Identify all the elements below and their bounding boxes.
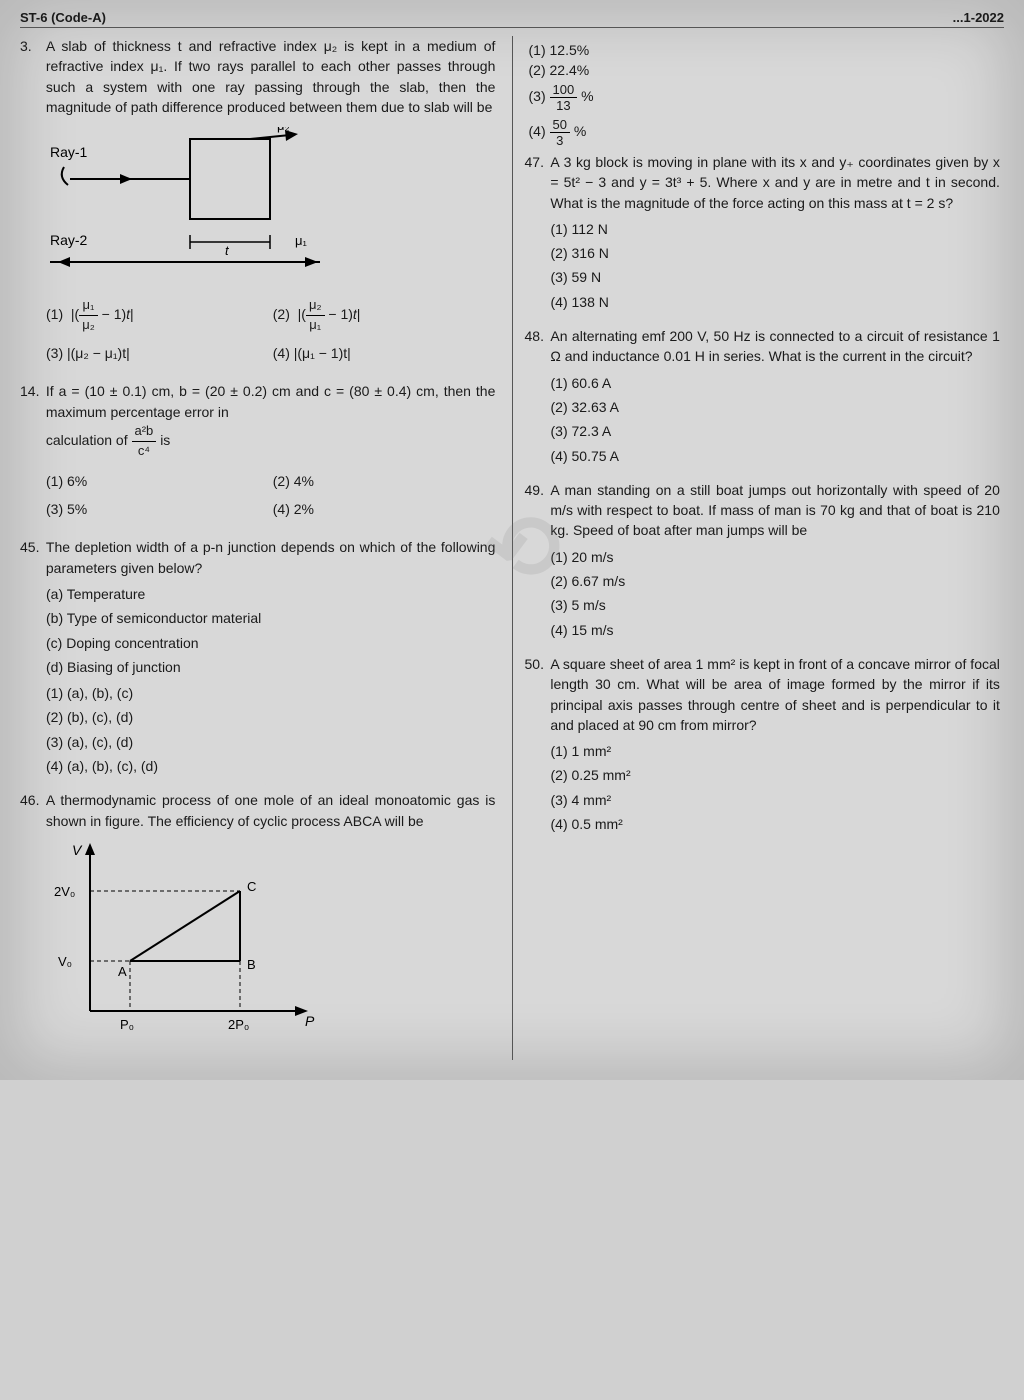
q45-opt2: (2) (b), (c), (d) — [46, 707, 500, 727]
q46-opt3: (3) 10013 % — [529, 82, 1005, 113]
page-header: ST-6 (Code-A) ...1-2022 — [20, 10, 1004, 28]
q44-options: (1) 6% (2) 4% (3) 5% (4) 2% — [20, 467, 500, 524]
question-44: 14. If a = (10 ± 0.1) cm, b = (20 ± 0.2)… — [20, 381, 500, 523]
q45-opt1: (1) (a), (b), (c) — [46, 683, 500, 703]
q50-opt4: (4) 0.5 mm² — [551, 814, 1005, 834]
q44-num: 14. — [20, 381, 42, 401]
q43-num: 3. — [20, 36, 42, 56]
q50-opt2: (2) 0.25 mm² — [551, 765, 1005, 785]
q46-opt4: (4) 503 % — [529, 117, 1005, 148]
mu1-label: μ₁ — [295, 233, 307, 248]
header-right: ...1-2022 — [953, 10, 1004, 25]
q48-options: (1) 60.6 A (2) 32.63 A (3) 72.3 A (4) 50… — [525, 373, 1005, 466]
q50-text: A square sheet of area 1 mm² is kept in … — [550, 654, 1000, 735]
q48-opt4: (4) 50.75 A — [551, 446, 1005, 466]
q47-num: 47. — [525, 152, 547, 172]
q44-opt4: (4) 2% — [273, 499, 500, 519]
q43-options: (1) |(μ₁μ₂ − 1)t| (2) |(μ₂μ₁ − 1)t| (3) … — [20, 292, 500, 367]
q45-opt3: (3) (a), (c), (d) — [46, 732, 500, 752]
q43-opt2: (2) |(μ₂μ₁ − 1)t| — [273, 296, 500, 335]
q49-opt2: (2) 6.67 m/s — [551, 571, 1005, 591]
q45-opt4: (4) (a), (b), (c), (d) — [46, 756, 500, 776]
q50-num: 50. — [525, 654, 547, 674]
ray2-label: Ray-2 — [50, 232, 88, 248]
q45-d: (d) Biasing of junction — [46, 657, 500, 677]
question-43: 3. A slab of thickness t and refractive … — [20, 36, 500, 367]
q46-opt2: (2) 22.4% — [529, 62, 1005, 78]
ray1-label: Ray-1 — [50, 144, 88, 160]
q48-opt1: (1) 60.6 A — [551, 373, 1005, 393]
q44-text: If a = (10 ± 0.1) cm, b = (20 ± 0.2) cm … — [46, 381, 496, 460]
left-column: 3. A slab of thickness t and refractive … — [20, 36, 513, 1060]
q48-opt3: (3) 72.3 A — [551, 421, 1005, 441]
svg-text:V: V — [72, 842, 83, 858]
svg-text:B: B — [247, 957, 256, 972]
svg-text:2P₀: 2P₀ — [228, 1017, 249, 1032]
question-46: 46. A thermodynamic process of one mole … — [20, 790, 500, 1046]
q47-opt4: (4) 138 N — [551, 292, 1005, 312]
q46-opt1: (1) 12.5% — [529, 42, 1005, 58]
q49-opt1: (1) 20 m/s — [551, 547, 1005, 567]
q45-text: The depletion width of a p-n junction de… — [46, 537, 496, 578]
q43-opt4: (4) |(μ₁ − 1)t| — [273, 343, 500, 363]
question-50: 50. A square sheet of area 1 mm² is kept… — [525, 654, 1005, 834]
q47-opt2: (2) 316 N — [551, 243, 1005, 263]
q45-params: (a) Temperature (b) Type of semiconducto… — [20, 584, 500, 677]
t-label: t — [225, 243, 230, 258]
q50-options: (1) 1 mm² (2) 0.25 mm² (3) 4 mm² (4) 0.5… — [525, 741, 1005, 834]
question-45: 45. The depletion width of a p-n junctio… — [20, 537, 500, 776]
q44-opt3: (3) 5% — [46, 499, 273, 519]
q48-num: 48. — [525, 326, 547, 346]
q47-options: (1) 112 N (2) 316 N (3) 59 N (4) 138 N — [525, 219, 1005, 312]
q46-text: A thermodynamic process of one mole of a… — [46, 790, 496, 831]
q49-opt4: (4) 15 m/s — [551, 620, 1005, 640]
q49-options: (1) 20 m/s (2) 6.67 m/s (3) 5 m/s (4) 15… — [525, 547, 1005, 640]
q47-opt1: (1) 112 N — [551, 219, 1005, 239]
q47-text: A 3 kg block is moving in plane with its… — [550, 152, 1000, 213]
header-left: ST-6 (Code-A) — [20, 10, 106, 25]
q45-c: (c) Doping concentration — [46, 633, 500, 653]
svg-text:2V₀: 2V₀ — [54, 884, 75, 899]
svg-text:A: A — [118, 964, 127, 979]
q43-text: A slab of thickness t and refractive ind… — [46, 36, 496, 117]
svg-text:C: C — [247, 879, 256, 894]
q49-opt3: (3) 5 m/s — [551, 595, 1005, 615]
q48-opt2: (2) 32.63 A — [551, 397, 1005, 417]
question-47: 47. A 3 kg block is moving in plane with… — [525, 152, 1005, 312]
q45-num: 45. — [20, 537, 42, 557]
q45-b: (b) Type of semiconductor material — [46, 608, 500, 628]
q50-opt1: (1) 1 mm² — [551, 741, 1005, 761]
svg-text:P₀: P₀ — [120, 1017, 134, 1032]
q45-options: (1) (a), (b), (c) (2) (b), (c), (d) (3) … — [20, 683, 500, 776]
q46-num: 46. — [20, 790, 42, 810]
mu2-label: μ₂ — [277, 127, 290, 133]
q46-graph: V P V₀ 2V₀ P₀ 2P₀ — [40, 841, 500, 1046]
q44-opt1: (1) 6% — [46, 471, 273, 491]
q48-text: An alternating emf 200 V, 50 Hz is conne… — [550, 326, 1000, 367]
q44-opt2: (2) 4% — [273, 471, 500, 491]
question-48: 48. An alternating emf 200 V, 50 Hz is c… — [525, 326, 1005, 466]
q46-options: (1) 12.5% (2) 22.4% (3) 10013 % (4) 503 … — [525, 42, 1005, 148]
svg-text:V₀: V₀ — [58, 954, 72, 969]
right-column: ⟲ (1) 12.5% (2) 22.4% (3) 10013 % (4) 50… — [525, 36, 1005, 1060]
q43-opt3: (3) |(μ₂ − μ₁)t| — [46, 343, 273, 363]
q45-a: (a) Temperature — [46, 584, 500, 604]
question-49: 49. A man standing on a still boat jumps… — [525, 480, 1005, 640]
q43-opt1: (1) |(μ₁μ₂ − 1)t| — [46, 296, 273, 335]
q49-text: A man standing on a still boat jumps out… — [550, 480, 1000, 541]
q47-opt3: (3) 59 N — [551, 267, 1005, 287]
q43-diagram: Ray-1 μ₂ Ray-2 μ₁ — [40, 127, 500, 282]
svg-text:P: P — [305, 1013, 315, 1029]
q50-opt3: (3) 4 mm² — [551, 790, 1005, 810]
q49-num: 49. — [525, 480, 547, 500]
